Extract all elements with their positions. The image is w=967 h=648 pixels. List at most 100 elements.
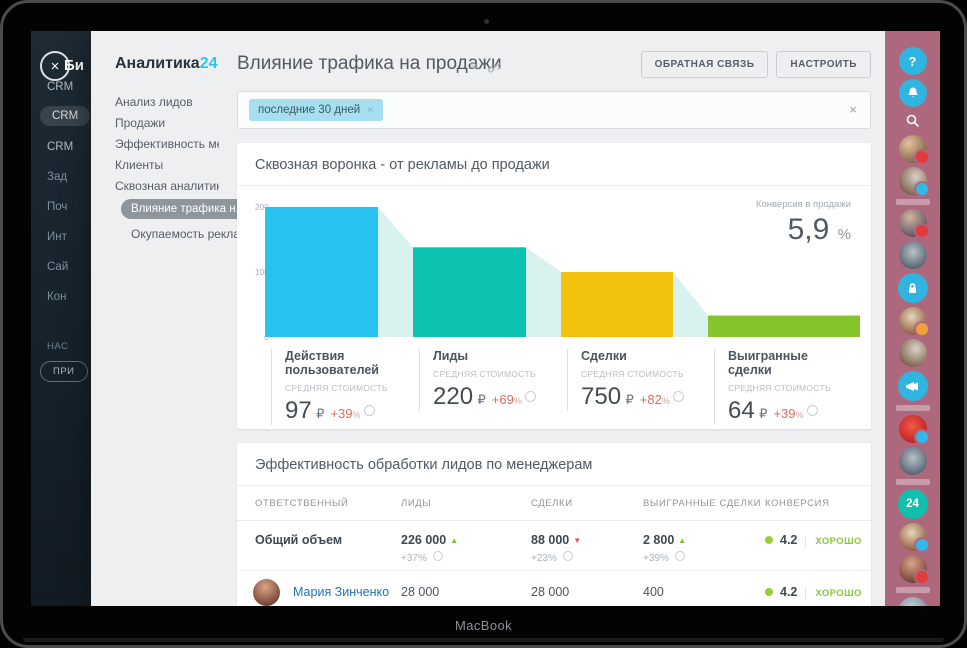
stage-sub: средняя стоимость bbox=[285, 383, 388, 393]
stage-cost: 64 bbox=[728, 397, 755, 424]
user-avatar[interactable] bbox=[898, 135, 930, 165]
main-content: Влияние трафика на продажи ✎ ОБРАТНАЯ СВ… bbox=[221, 31, 885, 606]
page-title: Влияние трафика на продажи bbox=[237, 53, 502, 74]
table-header: ОТВЕТСТВЕННЫЙ ЛИДЫ СДЕЛКИ ВЫИГРАННЫЕ СДЕ… bbox=[237, 486, 871, 521]
user-avatar[interactable] bbox=[898, 555, 930, 585]
table-row-manager[interactable]: Мария Зинченко 28 000 28 000 400 4.2 ХОРО… bbox=[237, 571, 871, 606]
os-menu-item-sites[interactable]: Сай bbox=[47, 261, 69, 273]
laptop-hinge bbox=[23, 638, 944, 642]
notifications-button[interactable] bbox=[898, 79, 927, 107]
conversion-unit: % bbox=[837, 226, 851, 243]
nav-item-sales[interactable]: Продажи bbox=[115, 116, 166, 130]
stage-cost: 97 bbox=[285, 397, 312, 424]
user-avatar[interactable] bbox=[898, 241, 927, 269]
bitrix24-badge[interactable]: 24 bbox=[897, 489, 928, 519]
col-responsible[interactable]: ОТВЕТСТВЕННЫЙ bbox=[255, 498, 349, 509]
stage-leads: Лиды средняя стоимость 220 ₽ +69% bbox=[419, 349, 571, 411]
info-icon[interactable] bbox=[524, 391, 536, 402]
info-icon bbox=[674, 551, 685, 561]
notification-badge bbox=[913, 181, 930, 197]
broadcast-button[interactable] bbox=[897, 371, 928, 401]
search-button[interactable] bbox=[899, 111, 927, 131]
funnel-chart bbox=[259, 203, 871, 343]
stage-sub: средняя стоимость bbox=[433, 369, 536, 379]
user-avatar[interactable] bbox=[898, 447, 927, 475]
stage-name2: сделки bbox=[728, 363, 772, 377]
ytick-200: 200 bbox=[254, 202, 269, 212]
feedback-button[interactable]: ОБРАТНАЯ СВЯЗЬ bbox=[640, 51, 769, 78]
nav-item-lead-analysis[interactable]: Анализ лидов bbox=[115, 95, 193, 109]
trend-up-icon: ▲ bbox=[450, 536, 459, 545]
os-invite-button[interactable]: ПРИ bbox=[40, 361, 88, 382]
os-menu-item-mail[interactable]: Поч bbox=[47, 201, 68, 213]
filter-bar[interactable]: последние 30 дней × × bbox=[237, 91, 871, 129]
os-menu-item-crm1[interactable]: CRM bbox=[47, 81, 74, 93]
info-icon[interactable] bbox=[806, 405, 818, 416]
edit-title-icon[interactable]: ✎ bbox=[469, 59, 480, 74]
leads-delta: +37% bbox=[401, 551, 443, 564]
os-menu-item-crm2-active[interactable]: CRM bbox=[40, 106, 91, 126]
user-avatar[interactable] bbox=[898, 209, 930, 239]
nav-item-ad-payback[interactable]: Окупаемость рекла... bbox=[131, 227, 250, 241]
webcam-dot bbox=[484, 19, 489, 24]
filter-chip[interactable]: последние 30 дней × bbox=[249, 99, 383, 121]
user-avatar[interactable] bbox=[898, 523, 930, 553]
stage-value: 750 ₽ +82% bbox=[581, 383, 719, 411]
stage-delta: +39 bbox=[330, 406, 353, 421]
table-row-total[interactable]: Общий объем 226 000 ▲ +37% 88 000 ▼ +23% 2… bbox=[237, 521, 871, 571]
close-overlay-button[interactable]: × bbox=[40, 51, 70, 81]
lock-button[interactable] bbox=[897, 273, 928, 303]
user-avatar[interactable] bbox=[898, 307, 930, 337]
user-avatar[interactable] bbox=[898, 167, 930, 197]
nav-item-clients[interactable]: Клиенты bbox=[115, 158, 164, 172]
stage-sub: средняя стоимость bbox=[581, 369, 684, 379]
ruble-sign: ₽ bbox=[759, 406, 768, 421]
info-icon[interactable] bbox=[672, 391, 684, 402]
help-button[interactable]: ? bbox=[898, 47, 927, 75]
col-leads[interactable]: ЛИДЫ bbox=[401, 498, 432, 509]
nav-item-manager-efficiency[interactable]: Эффективность менед... bbox=[115, 137, 219, 151]
col-won-deals[interactable]: ВЫИГРАННЫЕ СДЕЛКИ bbox=[643, 498, 762, 509]
filter-chip-label: последние 30 дней bbox=[258, 104, 361, 116]
filter-clear-icon[interactable]: × bbox=[849, 102, 857, 117]
copy-link-icon[interactable] bbox=[488, 61, 501, 74]
chip-close-icon[interactable]: × bbox=[367, 104, 374, 116]
info-icon[interactable] bbox=[363, 405, 375, 416]
configure-button[interactable]: НАСТРОИТЬ bbox=[776, 51, 871, 78]
col-conversion[interactable]: КОНВЕРСИЯ bbox=[765, 498, 830, 509]
stage-name: Лиды bbox=[433, 349, 469, 363]
stage-deals: Сделки средняя стоимость 750 ₽ +82% bbox=[567, 349, 719, 411]
analytics-panel: Аналитика24 Анализ лидов Продажи Эффекти… bbox=[91, 31, 885, 606]
notification-badge bbox=[913, 321, 930, 337]
ruble-sign: ₽ bbox=[625, 392, 634, 407]
deals-value: 88 000 ▼ bbox=[531, 533, 582, 547]
conversion-cell: 4.2 ХОРОШО bbox=[765, 585, 862, 599]
os-menu-item-tasks[interactable]: Зад bbox=[47, 171, 68, 183]
os-settings-label[interactable]: НАС bbox=[47, 341, 69, 352]
stage-delta-unit: % bbox=[661, 396, 670, 406]
info-icon bbox=[432, 551, 443, 561]
manager-name-link[interactable]: Мария Зинченко bbox=[293, 585, 390, 599]
analytics-nav: Аналитика24 Анализ лидов Продажи Эффекти… bbox=[91, 31, 256, 606]
ruble-sign: ₽ bbox=[316, 406, 325, 421]
analytics-brand: Аналитика24 bbox=[115, 55, 218, 73]
col-deals[interactable]: СДЕЛКИ bbox=[531, 498, 573, 509]
nav-item-end-to-end[interactable]: Сквозная аналитика bbox=[115, 179, 219, 193]
conversion-number: 5,9 bbox=[787, 213, 830, 246]
notification-badge bbox=[913, 149, 930, 165]
nav-item-traffic-impact-active[interactable]: Влияние трафика н... bbox=[121, 199, 256, 219]
brand-text: Аналитика bbox=[115, 55, 200, 72]
user-avatar[interactable] bbox=[898, 415, 930, 445]
stage-value: 97 ₽ +39% bbox=[285, 397, 423, 425]
right-dock: ? 24 bbox=[885, 31, 940, 606]
stage-won-deals: Выигранные сделки средняя стоимость 64 ₽ +… bbox=[714, 349, 866, 425]
dock-label bbox=[895, 405, 930, 411]
os-menu-item-intranet[interactable]: Инт bbox=[47, 231, 67, 243]
stage-name: Выигранные bbox=[728, 349, 808, 363]
os-menu-item-crm3[interactable]: CRM bbox=[47, 141, 74, 153]
user-avatar[interactable] bbox=[898, 339, 927, 367]
avatar[interactable] bbox=[253, 579, 280, 606]
conversion-value: 5,9 % bbox=[756, 213, 851, 247]
os-menu-item-contact[interactable]: Кон bbox=[47, 291, 67, 303]
apple-app-icon[interactable] bbox=[897, 597, 928, 606]
